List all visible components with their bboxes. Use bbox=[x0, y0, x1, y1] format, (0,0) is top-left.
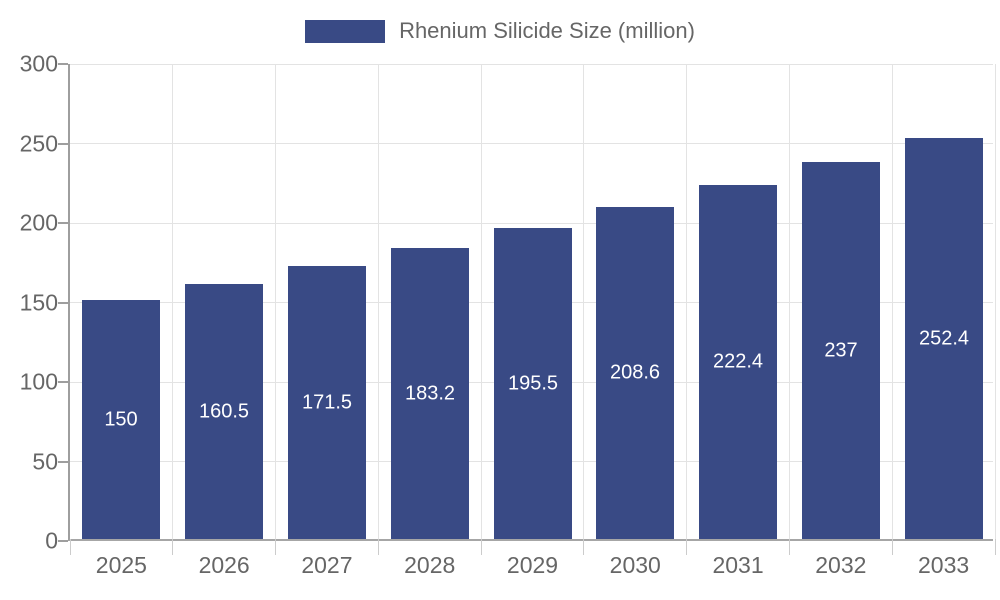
x-tick-mark bbox=[69, 539, 71, 555]
x-tick-mark bbox=[891, 539, 893, 555]
bar-2029[interactable]: 195.5 bbox=[494, 228, 572, 539]
bar-value-label: 195.5 bbox=[507, 372, 559, 394]
gridline-vertical bbox=[377, 64, 379, 539]
x-tick-mark bbox=[480, 539, 482, 555]
x-axis-tick-label: 2033 bbox=[918, 552, 970, 578]
legend-swatch bbox=[305, 19, 386, 43]
gridline-vertical bbox=[686, 64, 688, 539]
bar-value-label: 171.5 bbox=[301, 391, 353, 413]
gridline-vertical bbox=[275, 64, 277, 539]
y-axis-tick-label: 200 bbox=[19, 209, 58, 236]
bar-2030[interactable]: 208.6 bbox=[596, 207, 674, 539]
bar-2025[interactable]: 150 bbox=[82, 300, 160, 539]
bar-2032[interactable]: 237 bbox=[802, 162, 880, 539]
bar-2033[interactable]: 252.4 bbox=[905, 138, 983, 539]
y-axis-tick-label: 150 bbox=[19, 289, 58, 315]
bar-value-label: 237 bbox=[824, 339, 858, 361]
x-axis-tick-label: 2030 bbox=[609, 552, 661, 578]
y-axis-tick-label: 250 bbox=[19, 130, 58, 156]
y-tick-mark bbox=[58, 222, 68, 224]
bar-2027[interactable]: 171.5 bbox=[288, 266, 366, 539]
gridline-horizontal bbox=[70, 63, 993, 65]
bar-value-label: 160.5 bbox=[198, 400, 250, 422]
x-axis-tick-label: 2027 bbox=[301, 552, 353, 578]
bar-2026[interactable]: 160.5 bbox=[185, 284, 263, 539]
bar-2031[interactable]: 222.4 bbox=[699, 185, 777, 539]
y-axis-tick-label: 100 bbox=[19, 368, 58, 395]
x-axis-tick-label: 2025 bbox=[95, 552, 147, 578]
gridline-horizontal bbox=[70, 222, 993, 224]
x-tick-mark bbox=[994, 539, 996, 555]
x-axis-tick-label: 2031 bbox=[712, 552, 764, 578]
gridline-vertical bbox=[994, 64, 996, 539]
y-tick-mark bbox=[58, 63, 68, 65]
gridline-vertical bbox=[891, 64, 893, 539]
gridline-horizontal bbox=[70, 143, 993, 144]
y-axis-tick-label: 0 bbox=[45, 527, 58, 554]
x-tick-mark bbox=[275, 539, 277, 555]
plot-area: 0 50 100 150 200 250 300 2025 2026 2027 2028 2029 20… bbox=[20, 51, 996, 578]
legend[interactable]: Rhenium Silicide Size (million) bbox=[0, 16, 1000, 46]
y-axis-tick-label: 50 bbox=[32, 448, 58, 474]
y-tick-mark bbox=[58, 540, 68, 542]
bar-value-label: 183.2 bbox=[404, 382, 456, 404]
bar-2028[interactable]: 183.2 bbox=[391, 248, 469, 539]
x-tick-mark bbox=[583, 539, 585, 555]
x-tick-mark bbox=[788, 539, 790, 555]
x-axis-tick-label: 2028 bbox=[404, 552, 456, 578]
y-tick-mark bbox=[58, 460, 68, 463]
legend-label: Rhenium Silicide Size (million) bbox=[399, 18, 695, 43]
gridline-vertical bbox=[172, 64, 174, 539]
gridline-vertical bbox=[480, 64, 482, 539]
x-axis-tick-label: 2032 bbox=[815, 552, 867, 578]
x-axis-tick-label: 2026 bbox=[198, 552, 250, 578]
y-axis-tick-label: 300 bbox=[19, 50, 58, 77]
gridline-vertical bbox=[583, 64, 585, 539]
x-axis-tick-label: 2029 bbox=[506, 552, 559, 578]
x-tick-mark bbox=[686, 539, 688, 555]
x-tick-mark bbox=[377, 539, 379, 555]
gridline-vertical bbox=[788, 64, 790, 539]
x-tick-mark bbox=[172, 539, 174, 555]
y-tick-mark bbox=[58, 301, 68, 304]
bar-value-label: 222.4 bbox=[712, 350, 764, 373]
y-tick-mark bbox=[58, 381, 68, 383]
bar-value-label: 252.4 bbox=[918, 327, 970, 349]
y-tick-mark bbox=[58, 142, 68, 145]
bar-value-label: 208.6 bbox=[609, 361, 661, 384]
bar-value-label: 150 bbox=[104, 408, 138, 430]
